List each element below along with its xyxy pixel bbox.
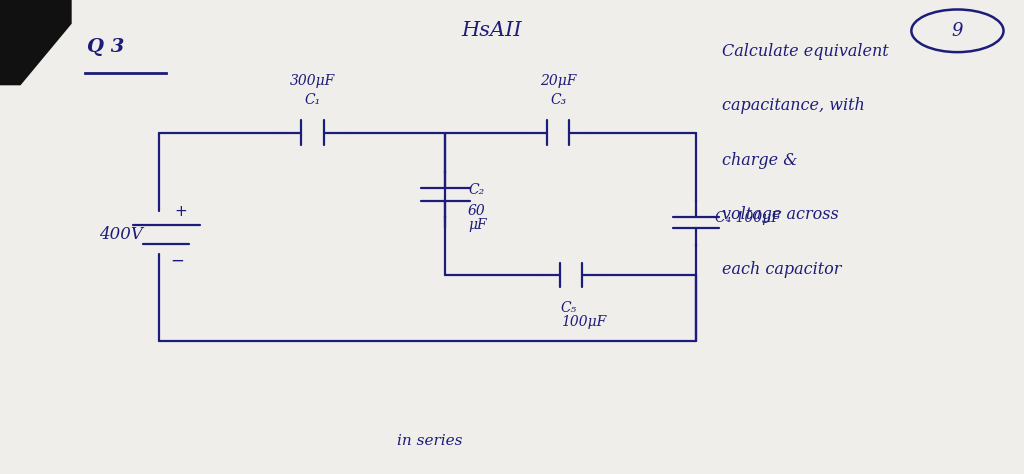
- Text: each capacitor: each capacitor: [722, 261, 842, 278]
- Polygon shape: [0, 0, 72, 85]
- Text: capacitance, with: capacitance, with: [722, 97, 864, 114]
- Text: C₃: C₃: [550, 92, 566, 107]
- Text: 9: 9: [951, 22, 964, 40]
- Text: C₁: C₁: [304, 92, 321, 107]
- Text: 20μF: 20μF: [540, 73, 577, 88]
- Text: +: +: [175, 204, 187, 219]
- Text: HsAII: HsAII: [461, 21, 522, 40]
- Text: 100μF: 100μF: [561, 315, 606, 329]
- Text: voltage across: voltage across: [722, 206, 839, 223]
- Text: 400V: 400V: [99, 226, 143, 243]
- Text: C₅: C₅: [561, 301, 577, 315]
- Text: Q 3: Q 3: [87, 38, 124, 56]
- Text: charge &: charge &: [722, 152, 798, 169]
- Text: 300μF: 300μF: [290, 73, 335, 88]
- Text: in series: in series: [397, 434, 463, 448]
- Text: 60: 60: [468, 204, 485, 218]
- Text: C₄ 100μF: C₄ 100μF: [715, 211, 780, 225]
- Text: C₂: C₂: [468, 182, 484, 197]
- Text: Calculate equivalent: Calculate equivalent: [722, 43, 889, 60]
- Text: −: −: [170, 252, 184, 270]
- Text: μF: μF: [468, 218, 486, 232]
